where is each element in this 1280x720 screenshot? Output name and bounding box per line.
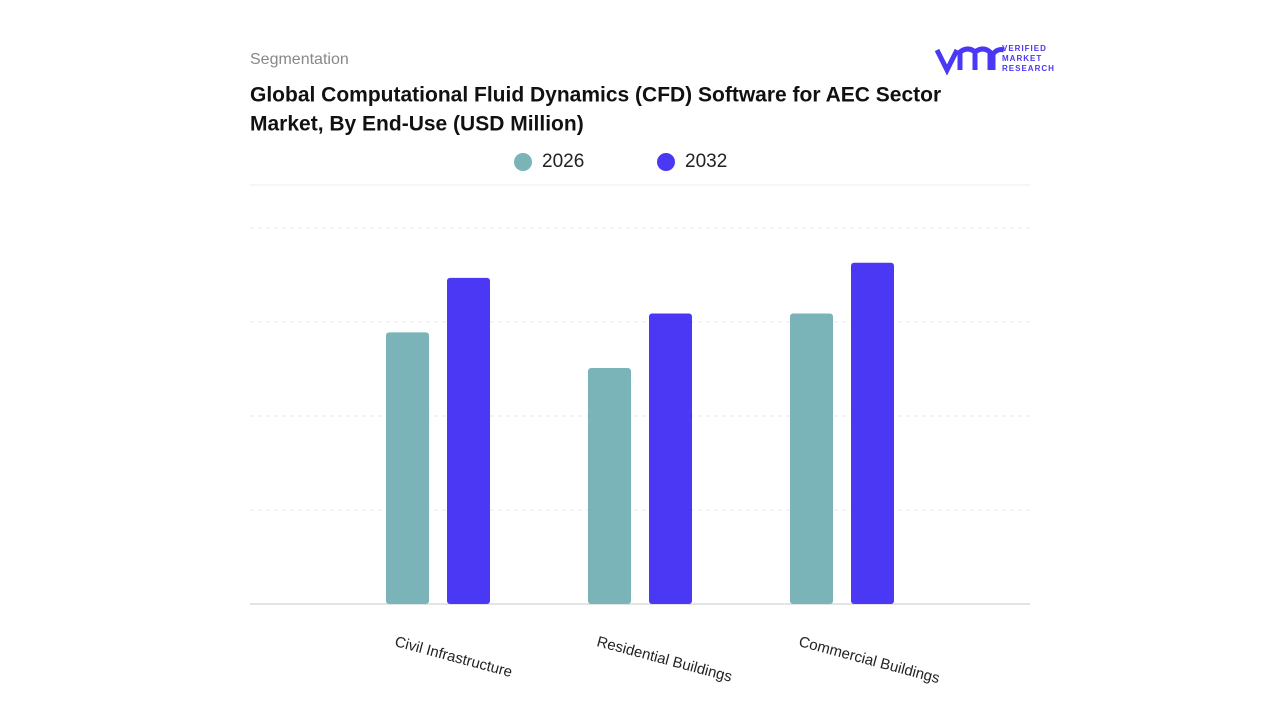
bar	[851, 262, 894, 604]
legend-marker	[657, 153, 675, 171]
logo-mark	[934, 46, 1005, 76]
legend-label: 2026	[542, 151, 584, 172]
legend-marker	[514, 153, 532, 171]
bar	[649, 313, 692, 604]
bar	[447, 277, 490, 604]
chart-title: Market, By End-Use (USD Million)	[250, 113, 584, 136]
legend-label: 2032	[685, 151, 727, 172]
bar	[386, 332, 429, 604]
x-tick-label: Civil Infrastructure	[393, 633, 514, 681]
section-label: Segmentation	[250, 51, 349, 68]
bar	[790, 313, 833, 604]
logo-text: VERIFIED	[1002, 44, 1047, 53]
x-tick-label: Residential Buildings	[595, 633, 734, 685]
bar	[588, 368, 631, 604]
chart-title: Global Computational Fluid Dynamics (CFD…	[250, 84, 941, 107]
logo-text: RESEARCH	[1002, 64, 1055, 73]
logo-text: MARKET	[1002, 54, 1042, 63]
logo: VERIFIED MARKET RESEARCH	[934, 44, 1055, 76]
x-tick-label: Commercial Buildings	[797, 633, 942, 687]
